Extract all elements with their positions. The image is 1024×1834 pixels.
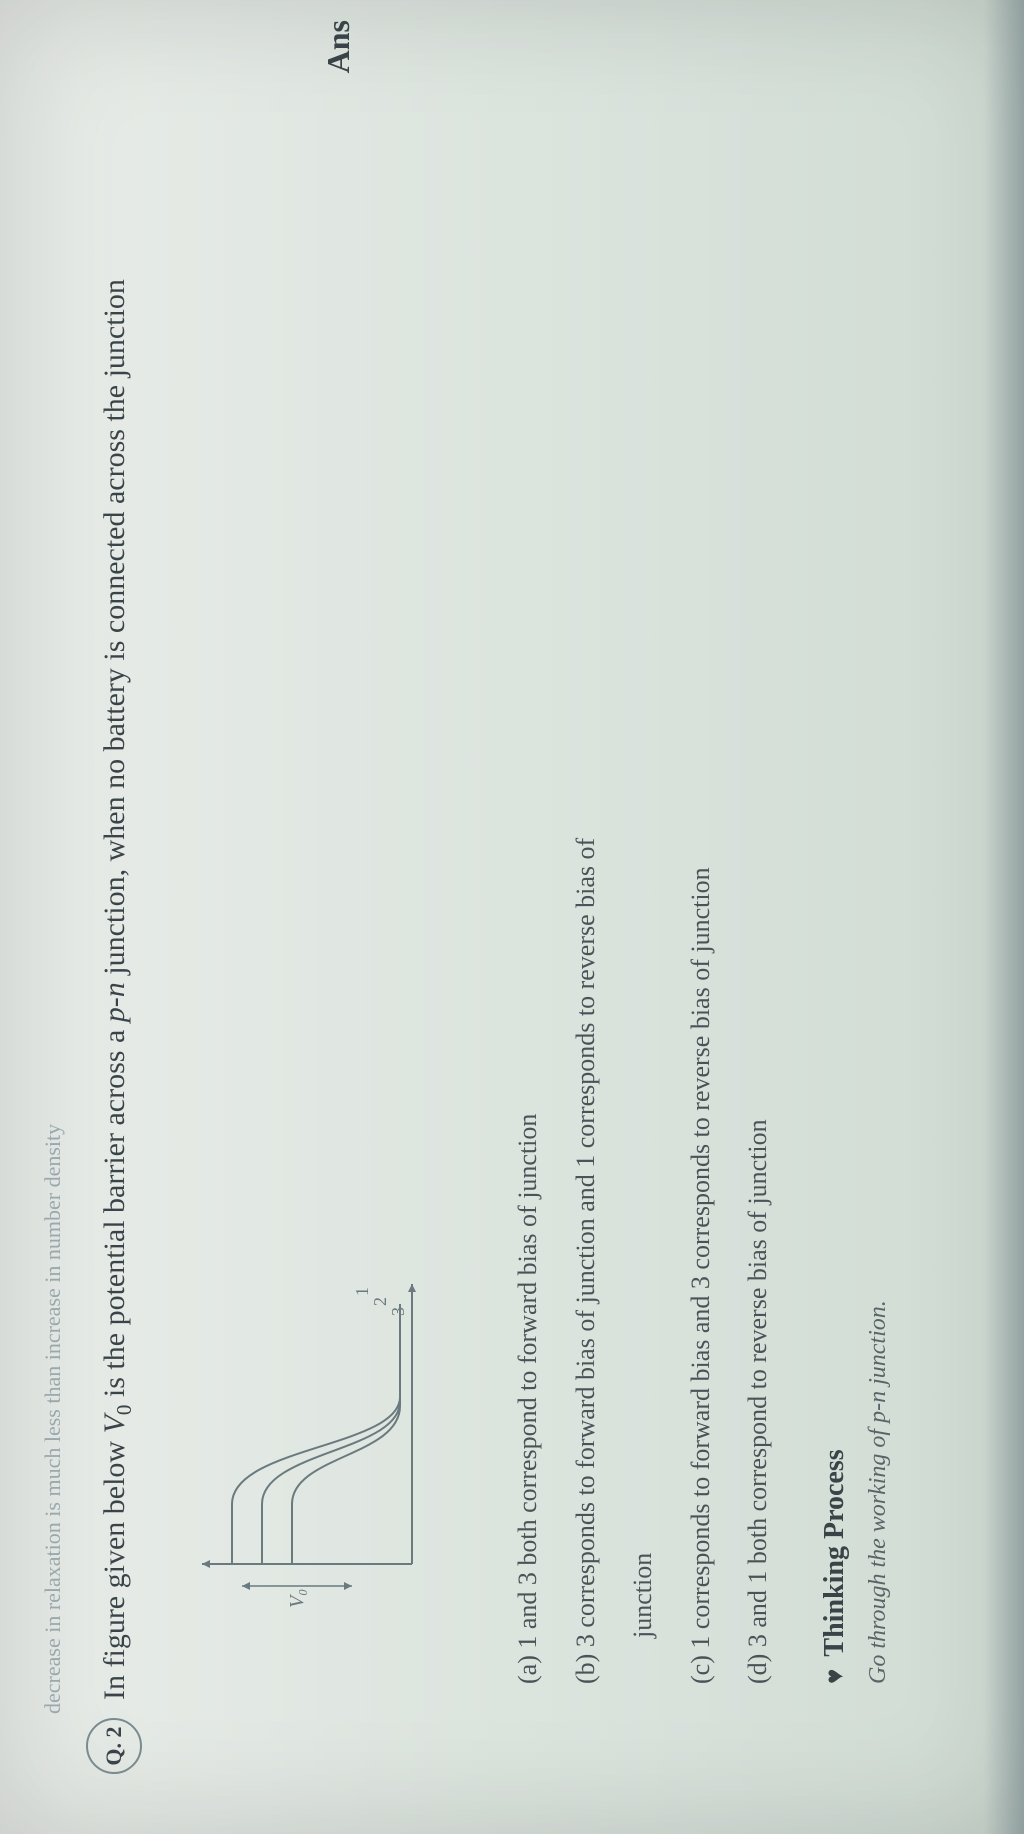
- figure-container: V₀ 123: [182, 60, 447, 1614]
- q-text-1: In figure given below: [98, 1433, 131, 1700]
- q-symbol: V: [98, 1415, 131, 1433]
- option-a: (a) 1 and 3 both correspond to forward b…: [507, 284, 549, 1684]
- textbook-page: decrease in relaxation is much less than…: [0, 0, 1024, 1834]
- potential-barrier-diagram: V₀ 123: [182, 1254, 442, 1614]
- q-text-2: is the potential barrier across a: [98, 1022, 131, 1397]
- thinking-process-text: Go through the working of p-n junction.: [865, 60, 892, 1684]
- thinking-process-section: ♥ Thinking Process Go through the workin…: [819, 60, 892, 1684]
- q-text-3: junction, when no battery is connected a…: [98, 279, 131, 982]
- thinking-header-text: Thinking Process: [819, 1449, 851, 1656]
- question-block: Q. 2 In figure given below V0 is the pot…: [86, 60, 142, 1774]
- bulb-icon: ♥: [820, 1669, 850, 1684]
- options-list: (a) 1 and 3 both correspond to forward b…: [507, 60, 779, 1684]
- svg-text:3: 3: [388, 1307, 408, 1316]
- question-text: In figure given below V0 is the potentia…: [86, 279, 141, 1700]
- page-bottom-shadow: [984, 0, 1024, 1834]
- option-c: (c) 1 corresponds to forward bias and 3 …: [680, 284, 722, 1684]
- svg-text:1: 1: [352, 1287, 372, 1296]
- option-b: (b) 3 corresponds to forward bias of jun…: [565, 284, 607, 1684]
- previous-answer-text: decrease in relaxation is much less than…: [40, 60, 66, 1714]
- svg-text:2: 2: [370, 1297, 390, 1306]
- q-subscript: 0: [112, 1405, 136, 1416]
- thinking-process-header: ♥ Thinking Process: [819, 60, 851, 1684]
- option-b-continued: junction: [622, 238, 664, 1638]
- svg-text:V₀: V₀: [286, 1589, 308, 1608]
- q-pn: p-n: [98, 982, 131, 1022]
- question-number-badge: Q. 2: [86, 1718, 142, 1774]
- answer-label: Ans: [320, 20, 357, 73]
- option-d: (d) 3 and 1 both correspond to reverse b…: [737, 284, 779, 1684]
